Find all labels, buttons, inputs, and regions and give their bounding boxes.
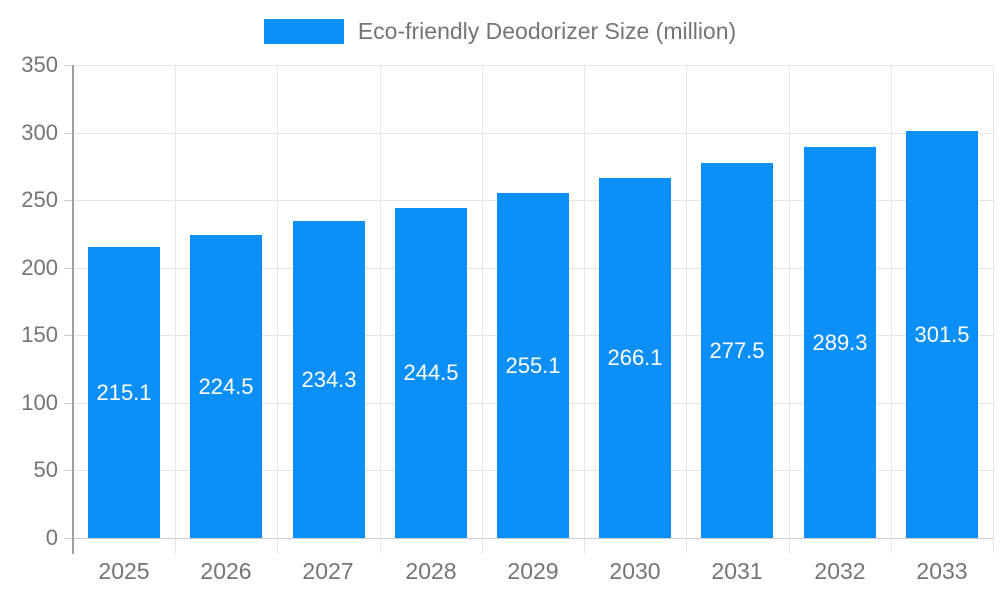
bar-value-label: 289.3 xyxy=(812,329,868,355)
y-axis-label: 50 xyxy=(33,457,58,482)
x-axis-label: 2027 xyxy=(302,558,354,584)
y-axis-tick xyxy=(64,267,73,269)
x-axis-label: 2028 xyxy=(405,558,457,584)
y-axis-label: 250 xyxy=(21,187,58,212)
x-axis-label: 2032 xyxy=(814,558,866,584)
category-gridline xyxy=(890,65,892,554)
bar[interactable]: 255.1 xyxy=(497,193,569,538)
category-gridline xyxy=(276,65,278,554)
bar[interactable]: 277.5 xyxy=(701,163,773,538)
y-axis-line xyxy=(72,65,74,554)
y-axis-tick xyxy=(64,537,73,539)
category-gridline xyxy=(992,65,994,554)
category-gridline xyxy=(788,65,790,554)
bar[interactable]: 215.1 xyxy=(88,247,160,538)
y-axis-label: 150 xyxy=(21,322,58,347)
legend-label: Eco-friendly Deodorizer Size (million) xyxy=(357,17,737,44)
bar-value-label: 301.5 xyxy=(914,321,970,347)
x-axis-label: 2031 xyxy=(711,558,763,584)
category-gridline xyxy=(583,65,585,554)
y-axis-tick xyxy=(64,64,73,66)
category-gridline xyxy=(174,65,176,554)
legend[interactable]: Eco-friendly Deodorizer Size (million) xyxy=(0,16,1000,46)
y-axis-tick xyxy=(64,199,73,201)
y-axis-tick xyxy=(64,402,73,404)
y-axis-label: 350 xyxy=(21,52,58,77)
y-axis-label: 100 xyxy=(21,390,58,415)
bar-value-label: 277.5 xyxy=(709,337,765,363)
y-axis-tick xyxy=(64,132,73,134)
bar-value-label: 255.1 xyxy=(505,352,561,378)
y-axis-label: 200 xyxy=(21,255,58,280)
bar[interactable]: 289.3 xyxy=(804,147,876,538)
y-axis-tick xyxy=(64,469,73,471)
legend-swatch xyxy=(263,18,344,44)
y-axis-label: 300 xyxy=(21,120,58,145)
bar-value-label: 215.1 xyxy=(96,379,152,405)
x-axis-label: 2029 xyxy=(507,558,559,584)
bar-value-label: 234.3 xyxy=(301,366,357,392)
bar-value-label: 224.5 xyxy=(198,373,254,399)
category-gridline xyxy=(481,65,483,554)
bar[interactable]: 224.5 xyxy=(190,235,262,538)
x-axis-label: 2033 xyxy=(916,558,968,584)
x-axis-label: 2026 xyxy=(200,558,252,584)
y-gridline xyxy=(73,537,993,539)
bar[interactable]: 244.5 xyxy=(395,208,467,538)
category-gridline xyxy=(379,65,381,554)
bar[interactable]: 301.5 xyxy=(906,131,978,538)
bar-value-label: 266.1 xyxy=(607,345,663,370)
category-gridline xyxy=(685,65,687,554)
y-gridline xyxy=(73,64,993,66)
y-gridline xyxy=(73,132,993,134)
x-axis-label: 2030 xyxy=(609,558,661,584)
y-axis-label: 0 xyxy=(45,525,58,550)
x-axis-label: 2025 xyxy=(98,558,150,584)
bar-value-label: 244.5 xyxy=(403,360,459,385)
y-axis-tick xyxy=(64,334,73,336)
bar[interactable]: 266.1 xyxy=(599,178,671,538)
bar[interactable]: 234.3 xyxy=(293,221,365,538)
